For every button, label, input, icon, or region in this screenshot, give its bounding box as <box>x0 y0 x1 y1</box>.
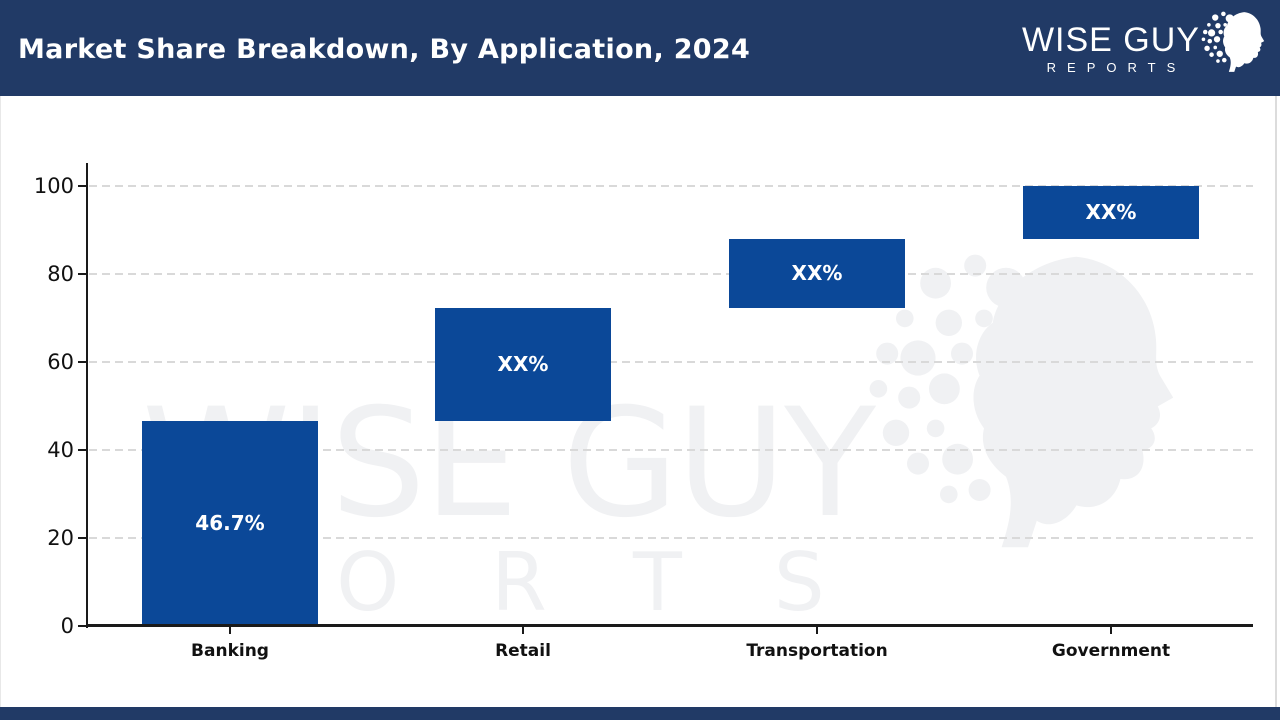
header-bar: Market Share Breakdown, By Application, … <box>0 0 1280 96</box>
gridline-20 <box>89 537 1253 539</box>
bar-label-retail: XX% <box>497 352 549 377</box>
y-tick-label-0: 0 <box>60 614 74 638</box>
page-title: Market Share Breakdown, By Application, … <box>18 34 751 65</box>
footer-bar <box>0 707 1280 720</box>
wise-guy-reports-logo: WISE GUY REPORTS <box>1016 6 1266 92</box>
gridline-40 <box>89 449 1253 451</box>
bar-label-banking: 46.7% <box>195 511 265 536</box>
y-tick-label-80: 80 <box>47 262 74 286</box>
logo-subtitle: REPORTS <box>1046 60 1187 75</box>
y-tick-label-40: 40 <box>47 438 74 462</box>
y-tick-label-20: 20 <box>47 526 74 550</box>
logo-text: WISE GUY REPORTS <box>1022 22 1200 78</box>
x-label-banking: Banking <box>191 641 269 661</box>
x-label-transportation: Transportation <box>746 641 888 661</box>
bar-government: XX% <box>1023 186 1199 239</box>
y-tick-100 <box>78 185 86 187</box>
x-tick-retail <box>522 627 524 634</box>
figure-right-border <box>1275 96 1277 707</box>
bar-label-transportation: XX% <box>791 261 843 286</box>
y-axis-spine <box>86 163 88 628</box>
x-tick-banking <box>229 627 231 634</box>
y-tick-60 <box>78 361 86 363</box>
logo-head-icon <box>1201 11 1265 72</box>
bar-label-government: XX% <box>1085 200 1137 225</box>
x-tick-transportation <box>816 627 818 634</box>
y-tick-0 <box>78 625 86 627</box>
logo-wordmark: WISE GUY <box>1021 21 1200 59</box>
gridline-100 <box>89 185 1253 187</box>
bar-transportation: XX% <box>729 238 905 308</box>
x-label-retail: Retail <box>495 641 551 661</box>
y-tick-20 <box>78 537 86 539</box>
gridline-80 <box>89 273 1253 275</box>
gridline-60 <box>89 361 1253 363</box>
x-axis-spine <box>86 624 1253 627</box>
y-tick-label-100: 100 <box>33 174 74 198</box>
x-tick-government <box>1110 627 1112 634</box>
y-tick-80 <box>78 273 86 275</box>
bar-retail: XX% <box>435 307 611 421</box>
x-label-government: Government <box>1051 641 1171 661</box>
bar-banking: 46.7% <box>142 420 318 626</box>
figure-left-border <box>0 96 1 707</box>
y-tick-label-60: 60 <box>47 350 74 374</box>
y-tick-40 <box>78 449 86 451</box>
